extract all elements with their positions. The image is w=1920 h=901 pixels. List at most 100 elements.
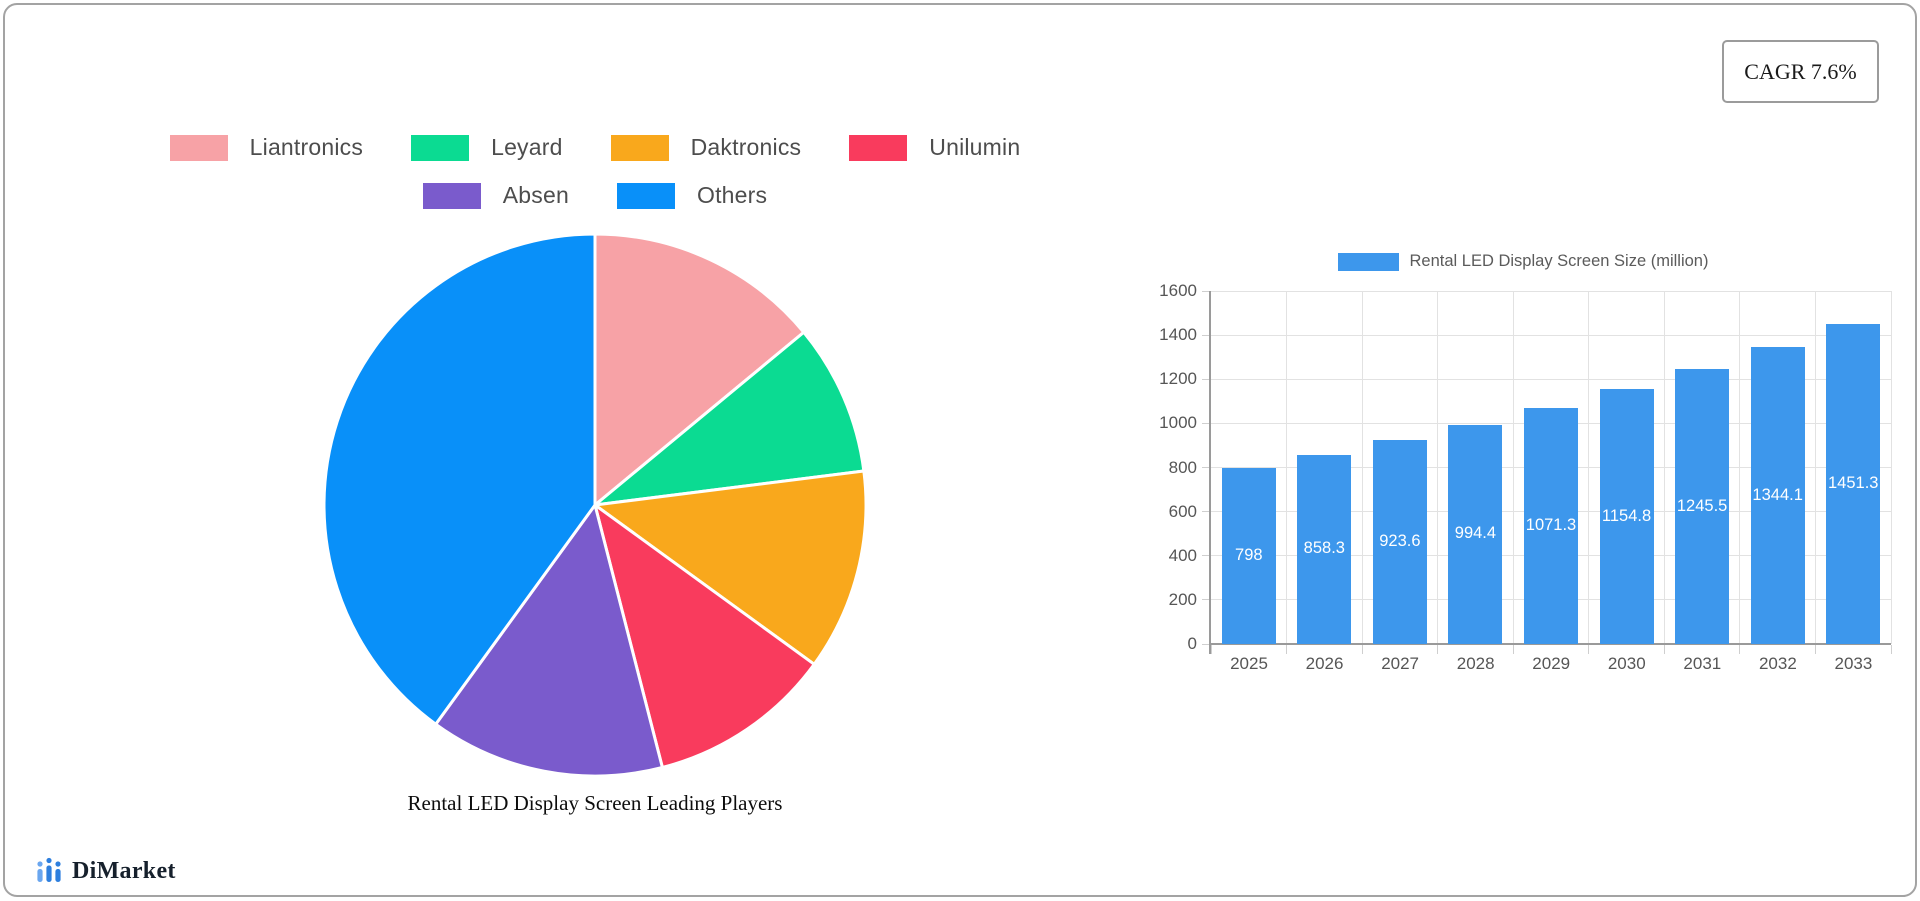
y-axis-tick <box>1202 511 1209 513</box>
bar-value-label: 1154.8 <box>1601 506 1652 525</box>
pie-slice-others <box>322 232 597 726</box>
x-axis-tick <box>1512 645 1514 654</box>
pie-slice-daktronics <box>593 469 868 666</box>
y-axis-label: 400 <box>1168 545 1197 565</box>
y-axis-tick <box>1202 643 1209 645</box>
y-axis-label: 1600 <box>1159 281 1197 300</box>
bar-value-label: 1245.5 <box>1676 496 1728 515</box>
y-axis-label: 0 <box>1187 634 1197 653</box>
gridline-vertical <box>1663 291 1665 644</box>
cagr-badge: CAGR 7.6% <box>1722 40 1879 103</box>
pie-slice-absen <box>434 503 664 778</box>
gridline-vertical <box>1814 291 1816 644</box>
bar-2031 <box>1675 369 1730 644</box>
gridline-vertical <box>1512 291 1514 644</box>
x-axis-tick <box>1286 645 1288 654</box>
gridline-vertical <box>1739 291 1741 644</box>
x-axis-category-label: 2029 <box>1532 654 1571 673</box>
x-axis-category-label: 2027 <box>1381 654 1420 673</box>
y-axis-label: 200 <box>1168 589 1197 609</box>
legend-label: Unilumin <box>929 134 1021 160</box>
bar-2033 <box>1826 323 1881 644</box>
gridline-vertical <box>1361 291 1363 644</box>
y-axis-tick <box>1202 467 1209 468</box>
y-axis-tick <box>1202 334 1209 336</box>
report-card: CAGR 7.6% Liantronics Leyard Daktronics Uni… <box>3 3 1917 897</box>
x-axis-category-label: 2026 <box>1305 654 1344 673</box>
legend-swatch <box>411 134 470 161</box>
legend-item-liantronics: Liantronics <box>169 134 363 161</box>
bar-value-label: 1451.3 <box>1827 473 1879 492</box>
x-axis-category-label: 2028 <box>1456 654 1495 673</box>
legend-swatch <box>610 134 669 161</box>
bar-2030 <box>1599 389 1654 644</box>
gridline-vertical <box>1588 291 1590 644</box>
x-axis-category-label: 2033 <box>1834 654 1873 673</box>
y-axis-tick <box>1202 422 1209 424</box>
gridline-vertical <box>1890 291 1892 644</box>
bar-chart: Rental LED Display Screen Size (million)… <box>1159 252 1892 673</box>
pie-legend-row: Absen Others <box>422 182 768 209</box>
bar-2029 <box>1524 407 1578 644</box>
pie-chart-title: Rental LED Display Screen Leading Player… <box>407 791 783 815</box>
y-axis-label: 600 <box>1168 501 1197 521</box>
bar-2028 <box>1448 424 1503 644</box>
y-axis-label: 1200 <box>1159 369 1197 389</box>
bar-value-label: 858.3 <box>1303 539 1345 558</box>
x-axis-tick <box>1890 645 1892 654</box>
x-axis-tick <box>1588 645 1590 654</box>
gridline-horizontal <box>1211 334 1891 336</box>
x-axis-category-label: 2031 <box>1683 654 1722 673</box>
x-axis-tick <box>1437 645 1439 654</box>
x-axis-category-label: 2025 <box>1230 654 1268 673</box>
legend-label: Daktronics <box>690 134 802 160</box>
x-axis-tick <box>1210 645 1212 654</box>
legend-item-others: Others <box>616 182 768 209</box>
bar-plot-area: 0 200 400 600 800 1000 1200 1400 1600 798 2025 858.… <box>1159 281 1892 673</box>
bar-value-label: 798 <box>1235 545 1263 564</box>
pie-chart <box>322 232 868 778</box>
x-axis-tick <box>1361 645 1363 654</box>
x-axis-category-label: 2032 <box>1758 654 1797 673</box>
brand-name: DiMarket <box>72 857 176 884</box>
bar-value-label: 923.6 <box>1379 532 1421 551</box>
gridline-vertical <box>1286 291 1288 644</box>
bar-legend-swatch <box>1337 252 1399 271</box>
gridline-horizontal <box>1211 290 1891 292</box>
legend-item-absen: Absen <box>422 182 569 209</box>
bar-2032 <box>1750 347 1805 644</box>
bar-2025 <box>1221 467 1276 644</box>
legend-swatch <box>616 182 675 209</box>
pie-legend: Liantronics Leyard Daktronics Unilumin Absen… <box>45 134 1145 209</box>
y-axis-label: 1400 <box>1159 325 1197 345</box>
x-axis-tick <box>1663 645 1665 654</box>
bar-legend: Rental LED Display Screen Size (million) <box>1183 252 1863 271</box>
y-axis-tick <box>1202 599 1209 601</box>
y-axis-label: 1000 <box>1159 413 1197 433</box>
x-axis-category-label: 2030 <box>1607 654 1646 673</box>
cagr-label: CAGR 7.6% <box>1744 58 1857 84</box>
legend-label: Absen <box>502 182 569 208</box>
y-axis-tick <box>1202 378 1209 380</box>
bar-value-label: 1344.1 <box>1752 485 1803 504</box>
y-axis-tick <box>1202 555 1209 557</box>
legend-swatch <box>849 134 908 161</box>
y-axis-line <box>1209 291 1211 654</box>
legend-item-leyard: Leyard <box>411 134 563 161</box>
pie-slice-leyard <box>593 330 866 507</box>
legend-item-unilumin: Unilumin <box>849 134 1020 161</box>
gridline-horizontal <box>1211 378 1891 380</box>
legend-swatch <box>169 134 228 161</box>
legend-item-daktronics: Daktronics <box>610 134 802 161</box>
legend-label: Others <box>696 182 768 208</box>
brand-footer: DiMarket <box>35 857 176 885</box>
bar-value-label: 1071.3 <box>1525 515 1577 534</box>
pie-slice-unilumin <box>593 503 816 769</box>
gridline-vertical <box>1437 291 1439 644</box>
y-axis-label: 800 <box>1168 457 1197 477</box>
bar-value-label: 994.4 <box>1454 524 1497 543</box>
y-axis-tick <box>1202 290 1209 292</box>
brand-bars-icon <box>37 857 61 882</box>
legend-swatch <box>422 182 481 209</box>
legend-label: Leyard <box>491 134 563 160</box>
